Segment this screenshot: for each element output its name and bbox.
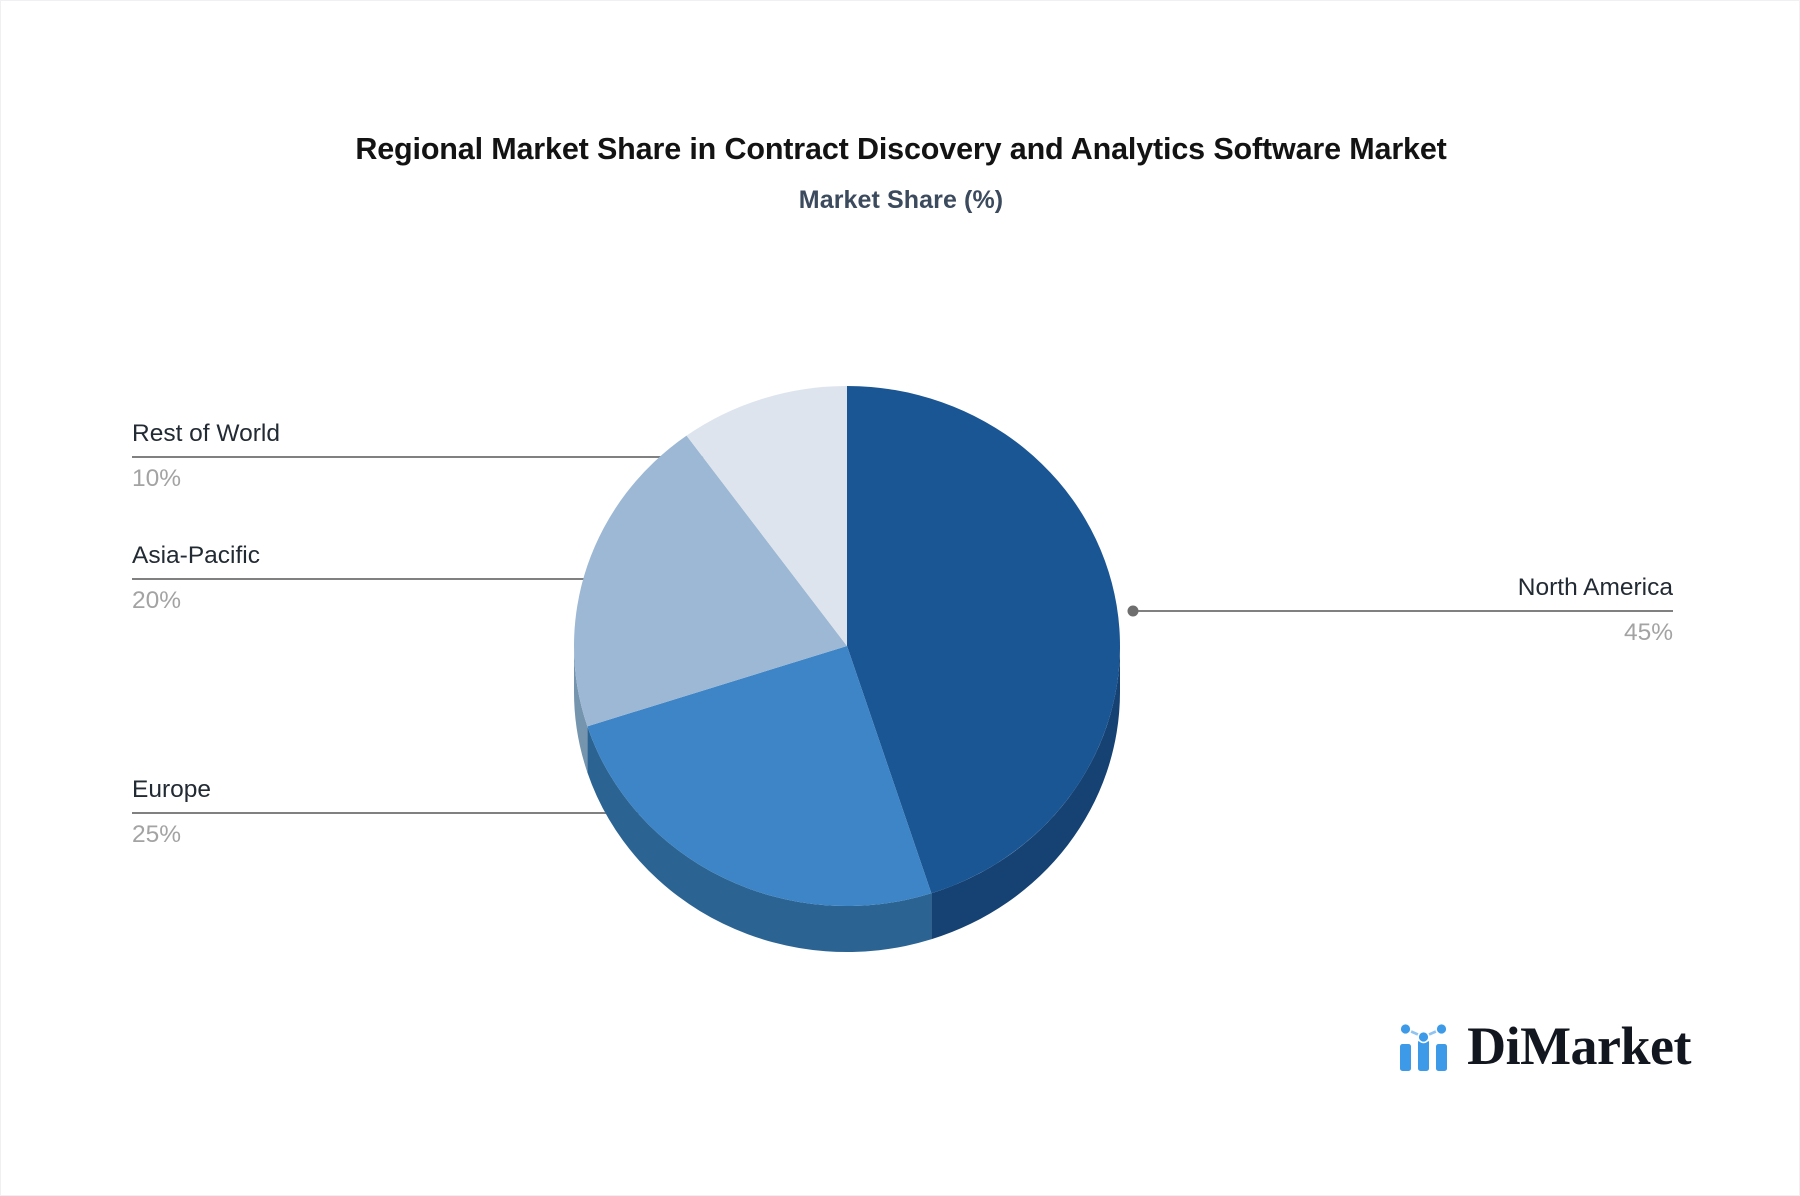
slice-europe — [587, 646, 932, 906]
callout-rule — [132, 811, 532, 814]
brand-logo: DiMarket — [1396, 1019, 1691, 1073]
pie-chart — [574, 356, 1234, 976]
callout-label-north-america: North America — [1517, 574, 1673, 601]
callout-value-rest-of-world: 10% — [132, 464, 182, 492]
page-title: Regional Market Share in Contract Discov… — [355, 132, 1447, 166]
slice-rest-of-world — [686, 386, 847, 646]
callout-rest-of-world: Rest of World 10% — [132, 421, 532, 491]
bar-chart-trend-icon — [1399, 1022, 1448, 1071]
callout-rule — [132, 455, 532, 458]
title-block: Regional Market Share in Contract Discov… — [1, 131, 1800, 215]
callout-label-asia-pacific: Asia-Pacific — [132, 542, 260, 569]
callout-rule — [132, 577, 532, 580]
callout-asia-pacific: Asia-Pacific 20% — [132, 543, 532, 613]
slice-side-europe — [587, 726, 932, 952]
slice-side-asia-pacific — [574, 646, 588, 773]
brand-name: DiMarket — [1467, 1016, 1691, 1076]
callout-value-north-america: 45% — [1623, 618, 1673, 646]
callout-north-america: North America 45% — [1273, 575, 1673, 645]
chart-subtitle: Market Share (%) — [798, 185, 1004, 214]
slice-side-north-america — [931, 646, 1120, 940]
slice-asia-pacific — [574, 435, 847, 727]
callout-europe: Europe 25% — [132, 777, 532, 847]
callout-label-rest-of-world: Rest of World — [132, 420, 280, 447]
callout-rule — [1273, 609, 1673, 612]
slice-north-america — [847, 386, 1121, 894]
callout-label-europe: Europe — [132, 776, 212, 803]
callout-value-europe: 25% — [132, 820, 182, 848]
pie-svg — [574, 386, 1121, 952]
callout-value-asia-pacific: 20% — [132, 586, 182, 614]
